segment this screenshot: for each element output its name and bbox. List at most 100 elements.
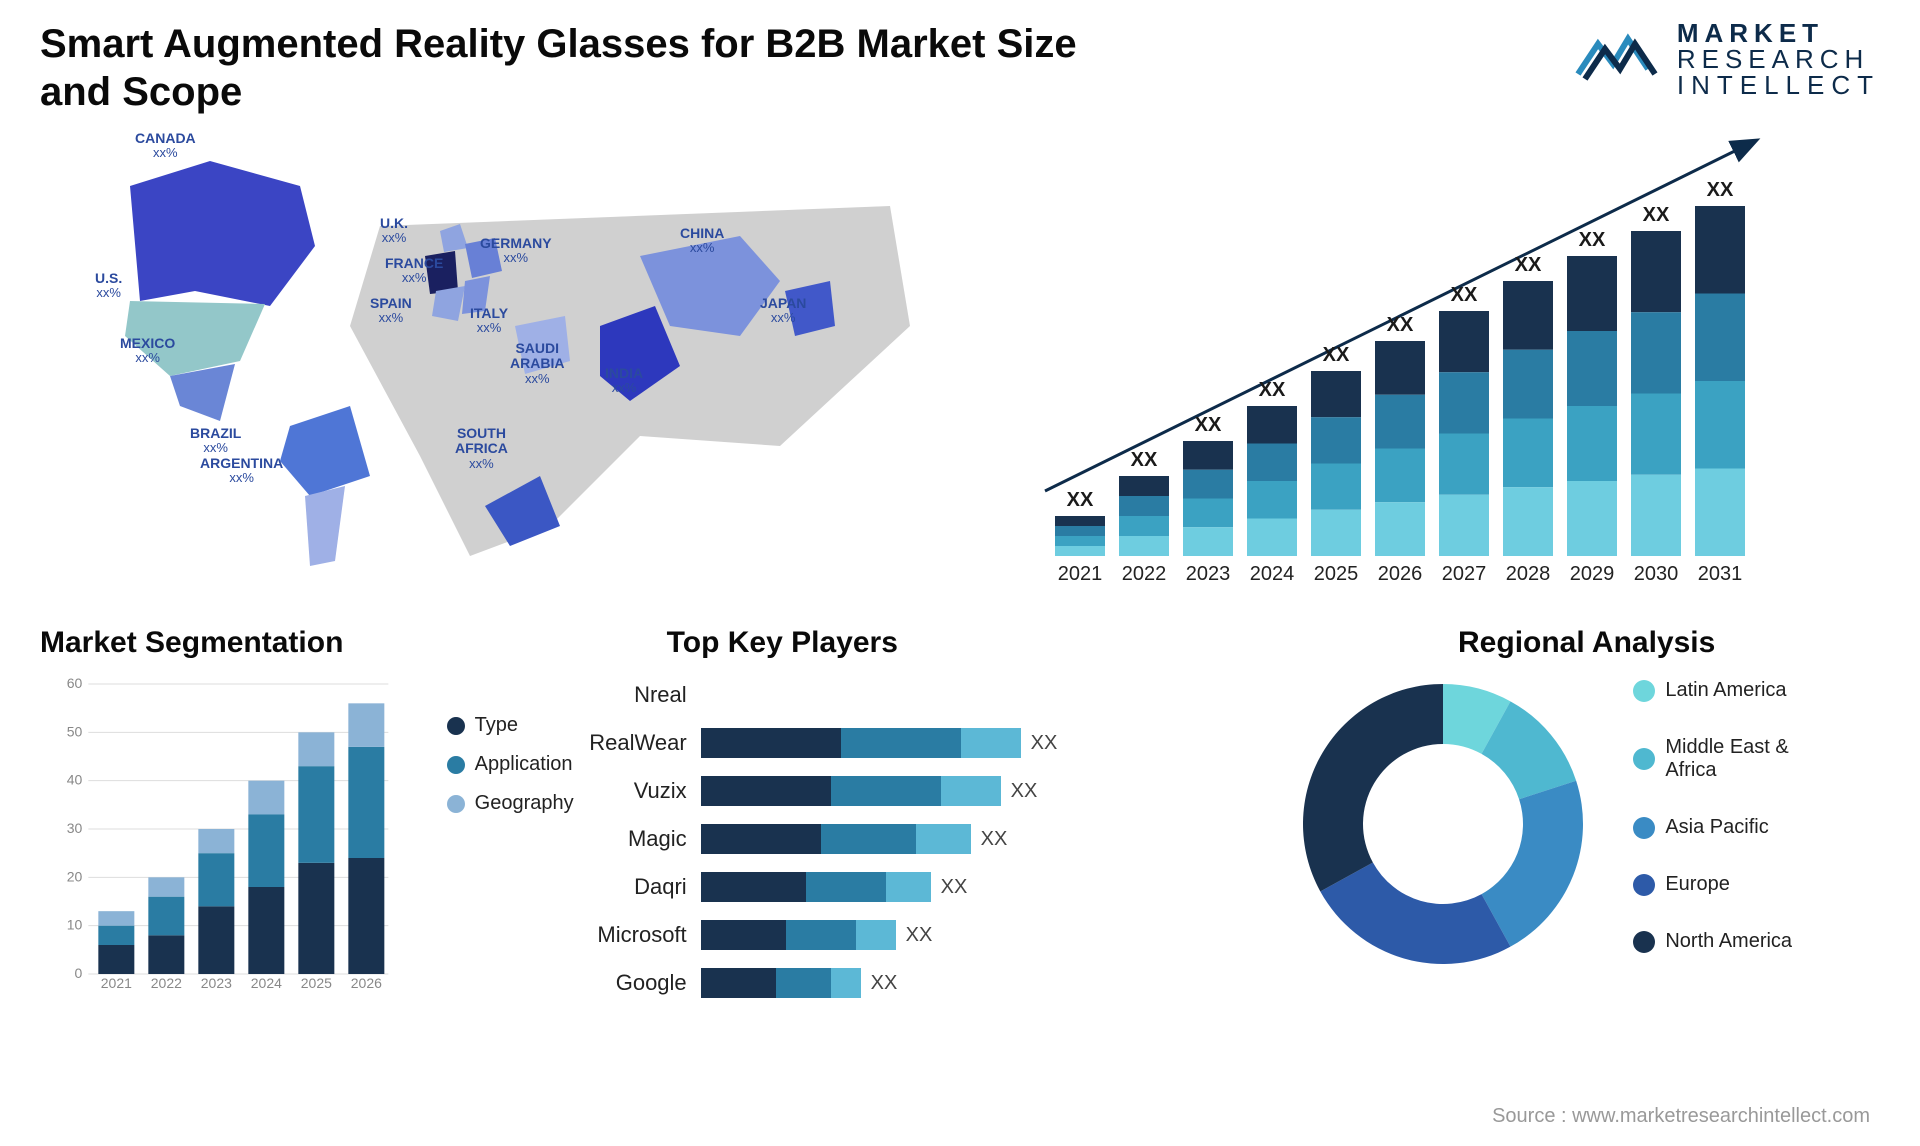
svg-text:2027: 2027 xyxy=(1442,563,1487,585)
key-players-panel: Top Key Players NrealRealWearXXVuzixXXMa… xyxy=(667,626,1254,1026)
player-bar: XX xyxy=(701,872,1254,902)
logo-text: MARKET RESEARCH INTELLECT xyxy=(1677,20,1880,98)
region-legend-latin-america: Latin America xyxy=(1633,679,1813,702)
player-name: Magic xyxy=(557,826,687,852)
player-bar: XX xyxy=(701,728,1254,758)
svg-text:2026: 2026 xyxy=(351,975,382,991)
regional-panel: Regional Analysis Latin America Middle Ea… xyxy=(1293,626,1880,1026)
svg-text:2031: 2031 xyxy=(1698,563,1743,585)
map-label-italy: ITALYxx% xyxy=(470,306,508,336)
segmentation-chart: 0 10 20 30 40 50 60 2021 2022 2023 2024 2025 2026 xyxy=(40,674,417,994)
svg-text:XX: XX xyxy=(1451,284,1478,306)
svg-text:50: 50 xyxy=(67,723,83,739)
region-legend-north-america: North America xyxy=(1633,930,1813,953)
player-name: RealWear xyxy=(557,730,687,756)
player-row-magic: Magic XX xyxy=(557,818,1254,860)
player-value: XX xyxy=(981,828,1008,851)
player-value: XX xyxy=(871,972,898,995)
svg-text:XX: XX xyxy=(1643,204,1670,226)
map-label-france: FRANCExx% xyxy=(385,256,443,286)
logo-icon xyxy=(1573,29,1663,89)
top-row: CANADAxx% U.S.xx% MEXICOxx% BRAZILxx%ARGENT… xyxy=(40,126,1880,596)
regional-legend: Latin America Middle East & Africa Asia Pa… xyxy=(1633,679,1813,969)
player-bar: XX xyxy=(701,920,1254,950)
svg-text:XX: XX xyxy=(1579,229,1606,251)
player-name: Vuzix xyxy=(557,778,687,804)
map-label-south-africa: SOUTHAFRICAxx% xyxy=(455,426,508,471)
header: Smart Augmented Reality Glasses for B2B … xyxy=(40,20,1880,116)
svg-text:2024: 2024 xyxy=(251,975,282,991)
forecast-bar-chart: 2021 XX 2022 XX 2023 XX 2024 XX 2025 XX 2026 XX 2027… xyxy=(980,126,1880,596)
svg-text:40: 40 xyxy=(67,772,83,788)
svg-text:2021: 2021 xyxy=(101,975,132,991)
map-label-japan: JAPANxx% xyxy=(760,296,806,326)
region-legend-asia-pacific: Asia Pacific xyxy=(1633,816,1813,839)
svg-text:XX: XX xyxy=(1387,314,1414,336)
player-name: Google xyxy=(557,970,687,996)
svg-text:2023: 2023 xyxy=(201,975,232,991)
player-bar: XX xyxy=(701,824,1254,854)
region-legend-middle-east-africa: Middle East & Africa xyxy=(1633,736,1813,782)
map-label-mexico: MEXICOxx% xyxy=(120,336,175,366)
key-players-title: Top Key Players xyxy=(667,626,1254,660)
segmentation-title: Market Segmentation xyxy=(40,626,627,660)
map-label-argentina: ARGENTINAxx% xyxy=(200,456,283,486)
svg-text:10: 10 xyxy=(67,917,83,933)
player-row-realwear: RealWear XX xyxy=(557,722,1254,764)
svg-text:2022: 2022 xyxy=(151,975,182,991)
svg-text:20: 20 xyxy=(67,868,83,884)
player-row-daqri: Daqri XX xyxy=(557,866,1254,908)
brand-logo: MARKET RESEARCH INTELLECT xyxy=(1573,20,1880,98)
svg-text:2025: 2025 xyxy=(301,975,332,991)
svg-text:2021: 2021 xyxy=(1058,563,1103,585)
svg-text:XX: XX xyxy=(1195,414,1222,436)
svg-text:2024: 2024 xyxy=(1250,563,1295,585)
map-label-germany: GERMANYxx% xyxy=(480,236,552,266)
svg-text:2030: 2030 xyxy=(1634,563,1679,585)
svg-text:2029: 2029 xyxy=(1570,563,1615,585)
svg-text:XX: XX xyxy=(1707,179,1734,201)
player-value: XX xyxy=(941,876,968,899)
map-label-china: CHINAxx% xyxy=(680,226,724,256)
svg-text:XX: XX xyxy=(1259,379,1286,401)
svg-text:30: 30 xyxy=(67,820,83,836)
player-value: XX xyxy=(1011,780,1038,803)
svg-text:0: 0 xyxy=(75,965,83,981)
player-name: Daqri xyxy=(557,874,687,900)
svg-text:2023: 2023 xyxy=(1186,563,1231,585)
bottom-row: Market Segmentation 0 10 20 30 40 50 60 2021 202… xyxy=(40,626,1880,1026)
map-label-brazil: BRAZILxx% xyxy=(190,426,241,456)
world-map-panel: CANADAxx% U.S.xx% MEXICOxx% BRAZILxx%ARGENT… xyxy=(40,126,940,596)
svg-text:XX: XX xyxy=(1515,254,1542,276)
region-legend-europe: Europe xyxy=(1633,873,1813,896)
svg-text:XX: XX xyxy=(1067,489,1094,511)
segmentation-panel: Market Segmentation 0 10 20 30 40 50 60 2021 202… xyxy=(40,626,627,1026)
player-value: XX xyxy=(906,924,933,947)
player-name: Nreal xyxy=(557,682,687,708)
map-label-canada: CANADAxx% xyxy=(135,131,196,161)
svg-text:60: 60 xyxy=(67,675,83,691)
player-bar: XX xyxy=(701,776,1254,806)
regional-title: Regional Analysis xyxy=(1293,626,1880,660)
regional-donut-chart xyxy=(1293,674,1593,974)
svg-text:XX: XX xyxy=(1131,449,1158,471)
map-label-spain: SPAINxx% xyxy=(370,296,412,326)
player-row-google: Google XX xyxy=(557,962,1254,1004)
page: Smart Augmented Reality Glasses for B2B … xyxy=(0,0,1920,1146)
player-name: Microsoft xyxy=(557,922,687,948)
player-row-microsoft: Microsoft XX xyxy=(557,914,1254,956)
source-text: Source : www.marketresearchintellect.com xyxy=(1492,1105,1870,1128)
svg-text:2028: 2028 xyxy=(1506,563,1551,585)
key-players-list: NrealRealWearXXVuzixXXMagicXXDaqriXXMicr… xyxy=(557,674,1254,1004)
svg-text:2022: 2022 xyxy=(1122,563,1167,585)
page-title: Smart Augmented Reality Glasses for B2B … xyxy=(40,20,1140,116)
map-label-u.k.: U.K.xx% xyxy=(380,216,408,246)
player-value: XX xyxy=(1031,732,1058,755)
svg-text:XX: XX xyxy=(1323,344,1350,366)
svg-text:2025: 2025 xyxy=(1314,563,1359,585)
map-label-u.s.: U.S.xx% xyxy=(95,271,122,301)
map-label-india: INDIAxx% xyxy=(605,366,643,396)
map-label-saudi-arabia: SAUDIARABIAxx% xyxy=(510,341,564,386)
player-row-nreal: Nreal xyxy=(557,674,1254,716)
svg-text:2026: 2026 xyxy=(1378,563,1423,585)
